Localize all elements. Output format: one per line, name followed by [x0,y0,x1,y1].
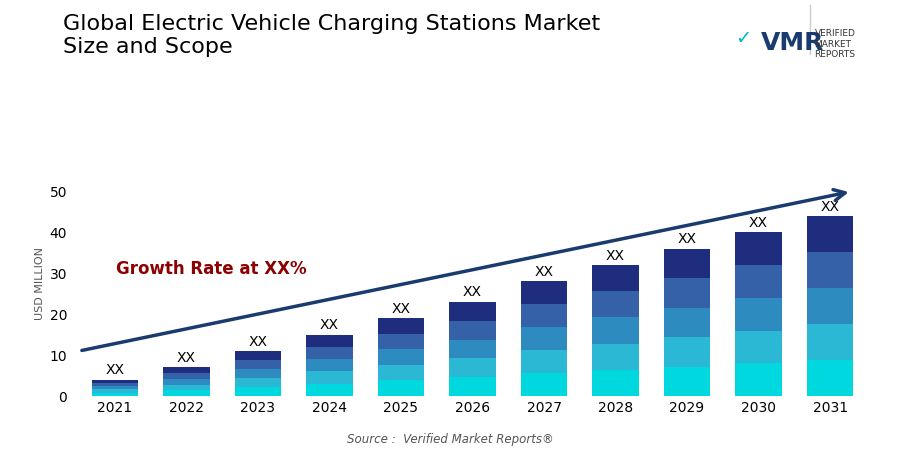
Bar [664,308,710,337]
Text: XX: XX [248,334,267,349]
Bar [806,360,853,396]
Text: Growth Rate at XX%: Growth Rate at XX% [116,260,307,278]
Bar [806,252,853,288]
Text: XX: XX [821,199,840,214]
Text: XX: XX [606,249,625,263]
Bar [449,340,496,358]
Bar [92,383,139,386]
Bar [378,380,424,396]
Bar [306,347,353,359]
Bar [306,384,353,396]
Bar [92,380,139,383]
Bar [378,365,424,380]
Bar [521,304,567,327]
Bar [806,324,853,360]
Text: XX: XX [678,232,697,246]
Bar [449,377,496,396]
Y-axis label: USD MILLION: USD MILLION [35,247,45,320]
Bar [735,363,782,396]
Bar [235,369,281,378]
Text: XX: XX [320,318,339,332]
Bar [378,318,424,334]
Bar [521,350,567,373]
Bar [735,232,782,265]
Bar [592,291,639,317]
Bar [592,265,639,291]
Text: XX: XX [463,285,482,299]
Text: VMR: VMR [760,32,824,55]
Text: XX: XX [749,216,768,230]
Bar [521,373,567,396]
Bar [306,359,353,371]
Bar [592,317,639,344]
Bar [235,387,281,396]
Bar [449,321,496,340]
Bar [306,371,353,384]
Bar [378,334,424,349]
Bar [806,288,853,324]
Bar [664,367,710,396]
Text: Source :  Verified Market Reports®: Source : Verified Market Reports® [346,432,554,446]
Bar [378,349,424,365]
Bar [306,335,353,347]
Bar [664,337,710,367]
Bar [235,360,281,369]
Bar [92,389,139,393]
Bar [92,393,139,396]
Bar [735,298,782,331]
Bar [735,331,782,363]
Bar [664,278,710,308]
Text: ✓: ✓ [735,29,752,48]
Bar [592,344,639,370]
Bar [163,385,210,390]
Bar [163,379,210,385]
Bar [806,216,853,252]
Bar [521,281,567,304]
Bar [163,373,210,379]
Text: XX: XX [535,265,554,279]
Bar [735,265,782,298]
Bar [592,370,639,396]
Bar [664,249,710,278]
Bar [521,327,567,350]
Bar [449,358,496,377]
Text: VERIFIED
MARKET
REPORTS: VERIFIED MARKET REPORTS [814,29,856,59]
Bar [92,386,139,389]
Bar [449,302,496,321]
Bar [235,378,281,387]
Bar [235,351,281,360]
Text: XX: XX [392,302,410,316]
Text: Global Electric Vehicle Charging Stations Market
Size and Scope: Global Electric Vehicle Charging Station… [63,14,600,57]
Bar [163,367,210,373]
Text: XX: XX [105,363,124,377]
Bar [163,390,210,396]
Text: XX: XX [177,351,196,365]
